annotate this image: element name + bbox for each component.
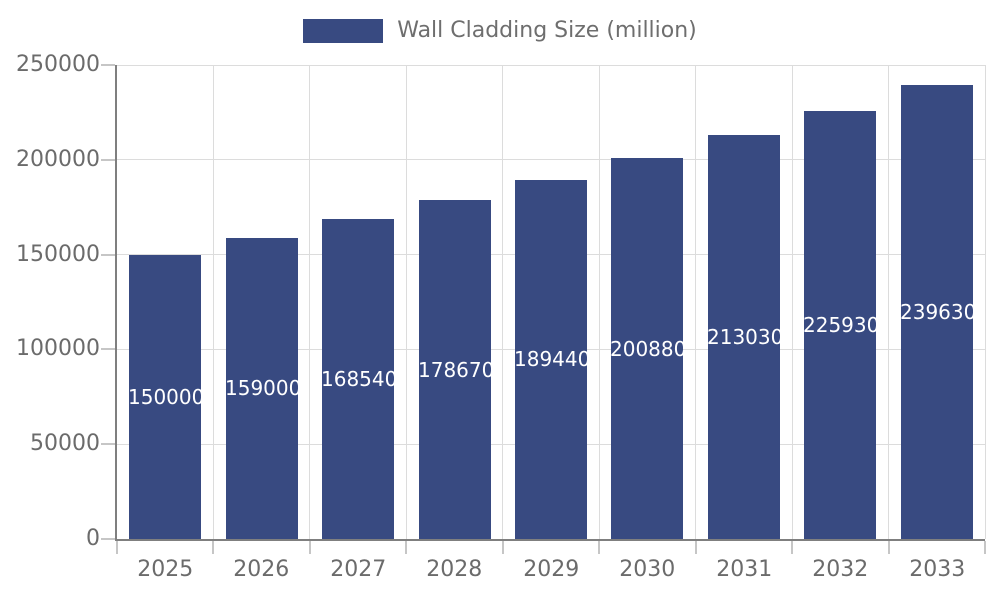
y-tick-label: 100000 (16, 336, 100, 362)
legend: Wall Cladding Size (million) (0, 18, 1000, 43)
bar-2026: 159000 (226, 237, 298, 539)
y-tick (101, 538, 115, 540)
gridline-vertical (791, 65, 793, 539)
bar-value-label: 178670 (419, 357, 491, 382)
x-tick-label: 2030 (619, 557, 676, 582)
gridline-vertical (502, 65, 504, 539)
bar-value-label: 213030 (708, 325, 780, 350)
x-tick (405, 541, 408, 554)
bar-2027: 168540 (322, 219, 394, 539)
bar-value-label: 159000 (226, 376, 298, 401)
x-tick (212, 541, 215, 554)
bar-2033: 239630 (901, 84, 973, 539)
x-tick (984, 541, 986, 554)
gridline-vertical (309, 65, 311, 539)
bar-value-label: 225930 (804, 312, 876, 337)
gridline-vertical (984, 65, 986, 539)
x-tick-label: 2026 (233, 557, 290, 582)
bar-value-label: 200880 (611, 336, 683, 361)
bar-2028: 178670 (419, 200, 491, 539)
legend-label: Wall Cladding Size (million) (397, 18, 697, 43)
x-tick (308, 541, 311, 554)
bar-2029: 189440 (515, 179, 587, 539)
bar-2025: 150000 (129, 254, 201, 539)
x-tick (116, 541, 118, 554)
x-tick (501, 541, 504, 554)
legend-swatch (303, 18, 384, 43)
x-tick-label: 2025 (137, 557, 194, 582)
bar-value-label: 189440 (515, 347, 587, 372)
y-tick (101, 348, 115, 351)
bar-2032: 225930 (804, 110, 876, 539)
y-tick-label: 150000 (16, 241, 100, 267)
y-tick-label: 250000 (16, 52, 100, 77)
y-tick (101, 158, 115, 161)
y-tick-label: 0 (86, 526, 100, 551)
x-tick-label: 2033 (909, 557, 966, 582)
y-axis-line (115, 65, 117, 539)
bar-value-label: 239630 (901, 299, 973, 324)
bar-value-label: 168540 (322, 367, 394, 392)
gridline-vertical (888, 65, 890, 539)
bar-2031: 213030 (708, 135, 780, 539)
x-tick (598, 541, 601, 554)
gridline-horizontal (117, 159, 985, 161)
gridline-vertical (695, 65, 697, 539)
x-tick-label: 2028 (426, 557, 483, 582)
y-tick (101, 253, 115, 256)
y-tick (101, 64, 115, 66)
bar-2030: 200880 (611, 158, 683, 539)
x-axis-line (115, 539, 985, 541)
x-tick (887, 541, 890, 554)
bar-value-label: 150000 (129, 384, 201, 409)
gridline-vertical (405, 65, 407, 539)
x-tick (694, 541, 697, 554)
x-tick-label: 2032 (812, 557, 869, 582)
y-tick (101, 443, 115, 446)
y-tick-label: 50000 (30, 431, 100, 457)
x-tick-label: 2027 (330, 557, 387, 582)
x-tick-label: 2031 (716, 557, 773, 582)
gridline-vertical (598, 65, 600, 539)
x-tick-label: 2029 (523, 557, 580, 582)
gridline-horizontal (117, 64, 985, 66)
y-tick-label: 200000 (16, 146, 100, 172)
x-tick (791, 541, 794, 554)
gridline-vertical (212, 65, 214, 539)
